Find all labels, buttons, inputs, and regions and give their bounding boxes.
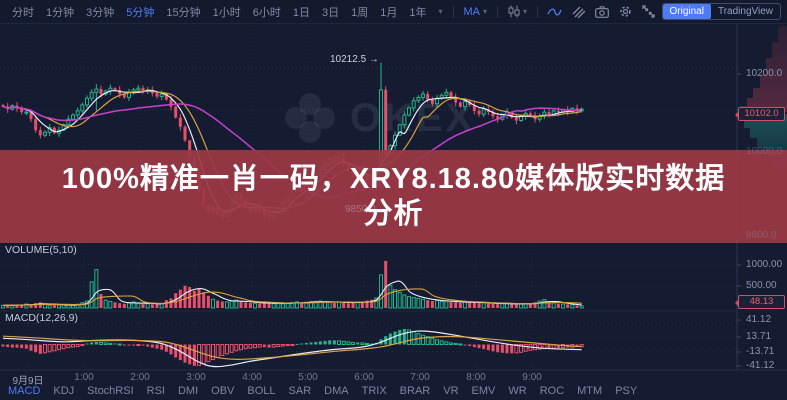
axis-label: 1000.00 <box>746 259 783 270</box>
ma-label: MA <box>463 5 481 18</box>
chart-engine-toggle: Original TradingView <box>661 3 781 20</box>
interval-group: 分时 1分钟 3分钟 5分钟 15分钟 1小时 6小时 1日 3日 1周 1月 1年 <box>6 4 433 20</box>
indicator-tab-KDJ[interactable]: KDJ <box>53 385 75 397</box>
candlestick-icon <box>508 5 520 18</box>
banner-text-line2: 分析 <box>363 197 424 230</box>
indicator-tab-PSY[interactable]: PSY <box>615 385 638 397</box>
banner-text-line1: 100%精准一肖一码，XRY8.18.80媒体版实时数据 <box>61 162 726 195</box>
interval-item-3分钟[interactable]: 3分钟 <box>86 6 115 19</box>
last-price-tag: 10102.0 <box>735 107 785 121</box>
axis-label: -13.71 <box>746 346 775 357</box>
low-price-marker: 9850.0 → <box>345 204 389 215</box>
time-label: 4:00 <box>242 372 262 383</box>
interval-item-1日[interactable]: 1日 <box>292 6 310 19</box>
axis-label: -41.12 <box>746 360 775 371</box>
indicator-tab-EMV[interactable]: EMV <box>471 385 496 397</box>
axis-label: 10000.0 <box>746 146 783 157</box>
interval-item-6小时[interactable]: 6小时 <box>252 6 281 19</box>
indicator-tab-bar: MACD KDJ StochRSI RSI DMI OBV BOLL SAR DMA TRIX BR… <box>8 385 637 397</box>
axis-label: 41.12 <box>746 314 772 325</box>
indicator-tab-RSI[interactable]: RSI <box>146 385 165 397</box>
indicator-tab-TRIX[interactable]: TRIX <box>361 385 387 397</box>
camera-screenshot-icon[interactable] <box>590 5 614 18</box>
axis-label: 10200.0 <box>746 68 783 79</box>
time-label: 9:00 <box>522 372 542 383</box>
chart-type-dropdown[interactable]: ▾ <box>502 5 533 18</box>
okex-logo-icon <box>285 93 335 143</box>
time-label: 7:00 <box>410 372 430 383</box>
indicator-tab-DMA[interactable]: DMA <box>324 385 349 397</box>
original-engine-button[interactable]: Original <box>662 4 711 19</box>
time-label: 5:00 <box>298 372 318 383</box>
time-label: 3:00 <box>186 372 206 383</box>
axis-label: 500.00 <box>746 280 777 291</box>
macd-pane-label: MACD(12,26,9) <box>5 312 78 324</box>
interval-item-3日[interactable]: 3日 <box>322 6 340 19</box>
promo-banner: 100%精准一肖一码，XRY8.18.80媒体版实时数据 分析 <box>0 150 787 243</box>
interval-item-1分钟[interactable]: 1分钟 <box>46 6 75 19</box>
chevron-down-icon: ▾ <box>483 7 488 16</box>
indicator-tab-BRAR[interactable]: BRAR <box>399 385 431 397</box>
tradingview-engine-button[interactable]: TradingView <box>717 6 773 17</box>
interval-item-5分钟[interactable]: 5分钟 <box>126 6 155 19</box>
indicator-tab-OBV[interactable]: OBV <box>211 385 235 397</box>
time-label: 9月9日 <box>12 376 44 387</box>
interval-item-1小时[interactable]: 1小时 <box>212 6 241 19</box>
time-label: 6:00 <box>354 372 374 383</box>
indicator-tab-VR[interactable]: VR <box>443 385 459 397</box>
chart-toolbar: 分时 1分钟 3分钟 5分钟 15分钟 1小时 6小时 1日 3日 1周 1月 1年 ▾ MA ▾ ▾ <box>0 0 787 24</box>
indicator-tab-BOLL[interactable]: BOLL <box>247 385 276 397</box>
time-label: 8:00 <box>466 372 486 383</box>
okex-watermark: OKEX <box>284 92 475 144</box>
toolbar-divider <box>452 5 454 18</box>
indicator-tab-StochRSI[interactable]: StochRSI <box>87 385 134 397</box>
interval-item-15分钟[interactable]: 15分钟 <box>166 6 201 19</box>
chevron-down-icon: ▾ <box>523 7 528 16</box>
interval-item-1月[interactable]: 1月 <box>380 6 398 19</box>
indicator-tab-DMI[interactable]: DMI <box>177 385 199 397</box>
fullscreen-icon[interactable] <box>637 5 660 18</box>
time-label: 1:00 <box>74 372 94 383</box>
interval-item-1周[interactable]: 1周 <box>351 6 369 19</box>
indicator-tab-MACD[interactable]: MACD <box>8 385 41 397</box>
okex-watermark-text: OKEX <box>350 95 476 140</box>
axis-label: 13.71 <box>746 331 772 342</box>
indicator-tab-MTM[interactable]: MTM <box>577 385 603 397</box>
chevron-down-icon: ▾ <box>438 7 443 16</box>
indicator-tab-ROC[interactable]: ROC <box>539 385 565 397</box>
interval-item-1年[interactable]: 1年 <box>409 6 427 19</box>
axis-label: 9800.0 <box>746 230 777 241</box>
ma-indicator-dropdown[interactable]: MA ▾ <box>458 6 494 18</box>
toolbar-divider <box>497 5 499 18</box>
volume-pane-label: VOLUME(5,10) <box>5 244 77 256</box>
last-volume-tag: 48.13 <box>735 295 785 309</box>
settings-gear-icon[interactable] <box>614 5 637 18</box>
fibonacci-tool-icon[interactable] <box>567 6 590 18</box>
depth-line-icon[interactable] <box>542 7 567 17</box>
toolbar-divider <box>537 5 539 18</box>
more-intervals-dropdown[interactable]: ▾ <box>433 7 449 16</box>
indicator-tab-SAR[interactable]: SAR <box>288 385 312 397</box>
high-price-marker: 10212.5 → <box>330 54 379 65</box>
time-label: 2:00 <box>130 372 150 383</box>
interval-item-分时[interactable]: 分时 <box>12 6 34 19</box>
indicator-tab-WR[interactable]: WR <box>508 385 527 397</box>
